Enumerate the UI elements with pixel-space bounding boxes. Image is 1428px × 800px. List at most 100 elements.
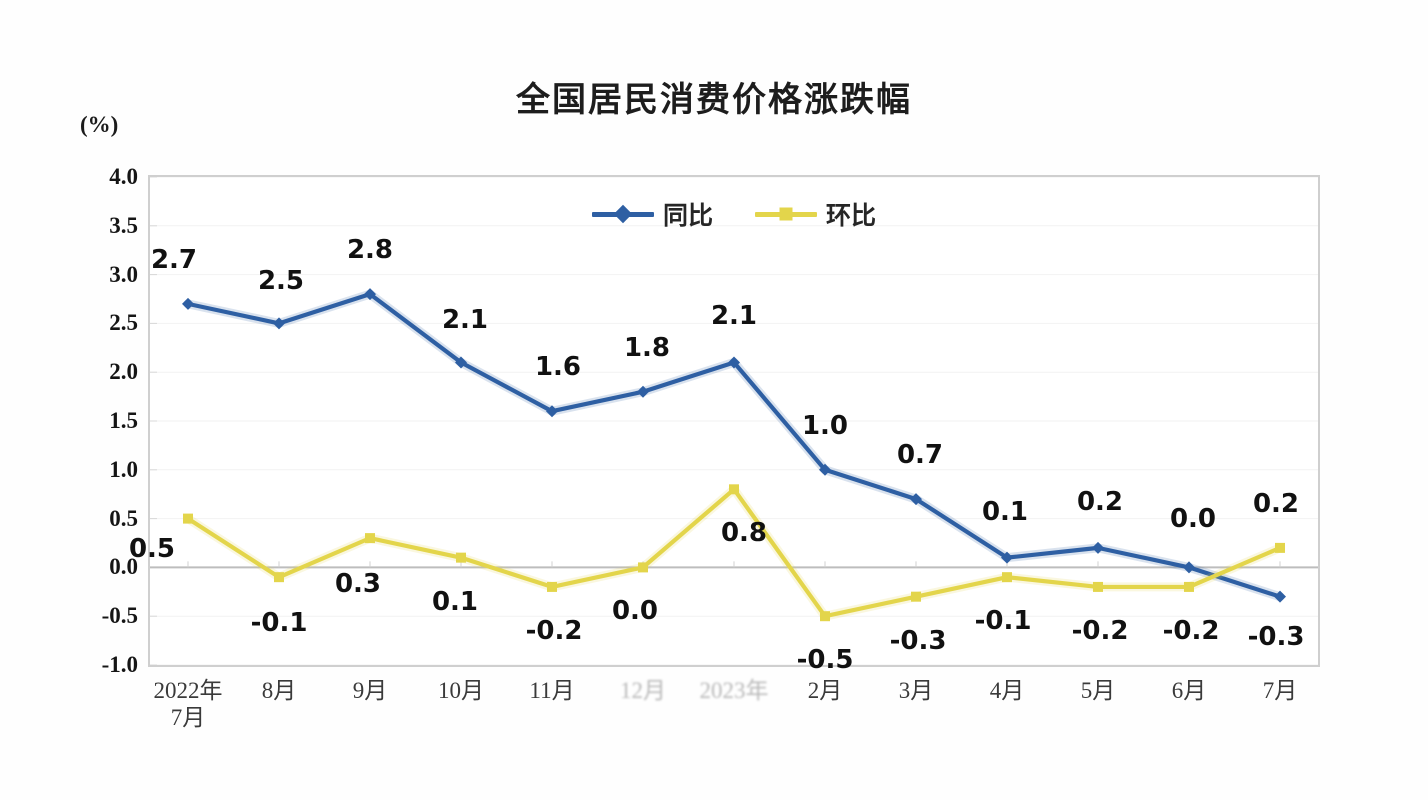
x-tick-line-1: 7月 (1262, 678, 1298, 703)
x-tick-line-1: 6月 (1171, 678, 1207, 703)
data-point-marker[interactable] (638, 562, 648, 573)
y-axis-tick-label: 3.5 (109, 212, 138, 238)
data-point-marker[interactable] (637, 385, 649, 398)
legend-item-tongbi[interactable]: 同比 (592, 196, 713, 232)
x-axis-tick-label: 7月 (1263, 677, 1298, 704)
data-value-label: 1.8 (623, 332, 671, 363)
x-tick-line-1: 12月 (620, 678, 666, 703)
data-point-marker[interactable] (547, 581, 557, 592)
data-value-label: 2.5 (257, 266, 305, 297)
legend-item-huanbi[interactable]: 环比 (755, 196, 876, 232)
x-axis-tick-label: 9月 (353, 677, 388, 704)
x-axis-tick-label: 2023年 (700, 677, 769, 704)
data-value-label: 0.2 (1252, 488, 1300, 519)
legend-diamond-marker-icon (592, 204, 654, 224)
legend-marker-glyph (613, 204, 633, 224)
data-value-label: 0.7 (896, 440, 944, 471)
data-value-label: 0.1 (431, 586, 479, 617)
x-axis-tick-label: 10月 (438, 677, 484, 704)
data-value-label: -0.2 (525, 615, 583, 646)
data-point-marker[interactable] (455, 356, 467, 369)
data-point-marker[interactable] (911, 591, 921, 602)
data-point-marker[interactable] (1002, 572, 1012, 583)
data-point-marker[interactable] (546, 405, 558, 418)
y-axis-tick-label: -0.5 (101, 603, 138, 629)
x-axis-tick-label: 12月 (620, 677, 666, 704)
data-point-marker[interactable] (728, 356, 740, 369)
x-axis-tick-label: 4月 (990, 677, 1025, 704)
data-value-label: 0.0 (611, 596, 659, 627)
data-point-marker[interactable] (273, 317, 285, 330)
x-tick-line-1: 2月 (807, 678, 843, 703)
plot-area (148, 175, 1320, 667)
data-value-label: -0.3 (1247, 621, 1305, 652)
data-value-label: -0.3 (889, 625, 947, 656)
chart-legend: 同比 环比 (592, 196, 876, 232)
x-axis-tick-label: 2022年 7月 (154, 677, 223, 731)
data-point-marker[interactable] (364, 288, 376, 301)
data-value-label: 1.6 (534, 352, 582, 383)
x-tick-line-2: 7月 (170, 705, 206, 731)
chart-plot-svg (150, 177, 1318, 665)
data-value-label: 0.0 (1169, 504, 1217, 535)
data-point-marker[interactable] (1093, 581, 1103, 592)
data-point-marker[interactable] (910, 493, 922, 506)
data-point-marker[interactable] (819, 463, 831, 476)
data-point-marker[interactable] (183, 513, 193, 524)
y-axis-tick-label: 4.0 (109, 164, 138, 189)
legend-label: 环比 (826, 201, 877, 230)
x-tick-line-1: 10月 (438, 678, 484, 703)
data-point-marker[interactable] (274, 572, 284, 583)
data-point-marker[interactable] (820, 611, 830, 622)
x-tick-line-1: 11月 (529, 678, 575, 703)
x-axis-tick-label: 3月 (899, 677, 934, 704)
data-value-label: -0.2 (1071, 615, 1129, 646)
data-value-label: -0.5 (796, 645, 854, 676)
data-point-marker[interactable] (1183, 561, 1195, 574)
data-value-label: 0.3 (334, 569, 382, 600)
data-value-label: 0.2 (1076, 486, 1124, 517)
x-tick-line-1: 2023年 (699, 678, 769, 703)
y-axis-tick-label: 2.5 (109, 310, 138, 336)
data-value-label: 2.1 (441, 305, 489, 336)
x-axis-tick-label: 2月 (808, 677, 843, 704)
x-tick-line-1: 5月 (1080, 678, 1116, 703)
x-tick-line-1: 3月 (898, 678, 934, 703)
data-value-label: -0.1 (250, 608, 308, 639)
series-line-tongbi[interactable] (185, 292, 1283, 599)
data-value-label: 0.5 (128, 533, 176, 564)
y-axis-tick-label: 2.0 (109, 359, 138, 385)
y-axis-tick-label: 1.5 (109, 408, 138, 433)
x-tick-line-1: 9月 (352, 678, 388, 703)
data-value-label: 0.8 (720, 518, 768, 549)
x-tick-line-1: 8月 (261, 678, 297, 703)
data-point-marker[interactable] (365, 533, 375, 544)
x-tick-line-1: 2022年 (153, 678, 223, 703)
y-axis-unit-label: (%) (80, 112, 119, 137)
y-axis-tick-label: 1.0 (109, 456, 138, 482)
x-axis-tick-label: 6月 (1172, 677, 1207, 704)
x-axis-tick-label: 5月 (1081, 677, 1116, 704)
y-axis-tick-label: 3.0 (109, 261, 138, 287)
legend-marker-glyph (779, 207, 793, 221)
data-point-marker[interactable] (1275, 542, 1285, 553)
data-point-marker[interactable] (1092, 541, 1104, 554)
data-value-label: 1.0 (801, 410, 849, 441)
data-point-marker[interactable] (456, 552, 466, 563)
y-axis-tick-label: 0.0 (109, 554, 138, 580)
data-point-marker[interactable] (1001, 551, 1013, 564)
data-value-label: 2.7 (150, 244, 198, 275)
data-point-marker[interactable] (729, 484, 739, 495)
data-point-marker[interactable] (1184, 581, 1194, 592)
data-value-label: 0.1 (981, 496, 1029, 527)
data-value-label: -0.1 (974, 606, 1032, 637)
legend-square-marker-icon (755, 207, 818, 221)
data-point-marker[interactable] (182, 297, 194, 310)
data-value-label: 2.1 (710, 301, 758, 332)
data-value-label: -0.2 (1162, 615, 1220, 646)
data-value-label: 2.8 (346, 235, 394, 266)
data-point-marker[interactable] (1274, 590, 1286, 603)
chart-title: 全国居民消费价格涨跌幅 (516, 80, 912, 120)
x-axis-tick-label: 8月 (262, 677, 297, 704)
